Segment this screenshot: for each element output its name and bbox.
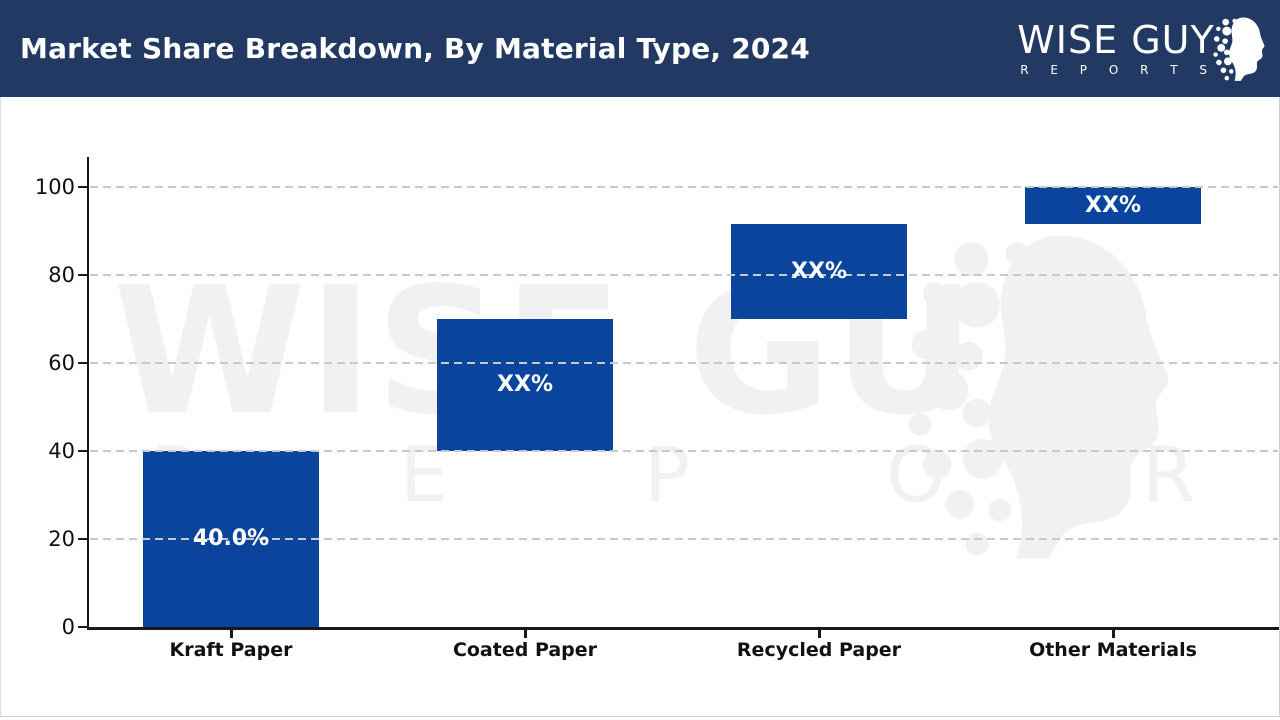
y-tick-100 — [78, 186, 87, 188]
x-tick-label-other-materials: Other Materials — [1029, 639, 1197, 661]
logo-face-icon — [1210, 10, 1266, 88]
bar-value-label-coated-paper: XX% — [497, 372, 553, 397]
y-tick-80 — [78, 274, 87, 276]
wise-guy-reports-logo: WISE GUY R E P O R T S — [1017, 10, 1266, 88]
bar-value-label-other-materials: XX% — [1085, 192, 1141, 218]
y-axis-line — [87, 157, 89, 629]
plot-area: 0 20 40 60 80 100 40.0% Kraft Paper XX% Coated Pa… — [1, 97, 1279, 716]
bar-value-label-kraft-paper: 40.0% — [192, 526, 270, 551]
bar-coated-paper — [437, 319, 613, 451]
y-tick-60 — [78, 362, 87, 364]
x-axis-line — [87, 627, 1279, 630]
watermark-face-icon — [886, 225, 1182, 567]
gridline-60 — [90, 362, 1278, 364]
bar-recycled-paper — [731, 224, 907, 319]
y-tick-40 — [78, 450, 87, 452]
x-tick-label-recycled-paper: Recycled Paper — [736, 639, 902, 661]
header-bar: Market Share Breakdown, By Material Type… — [0, 0, 1280, 97]
x-tick-other-materials — [1112, 630, 1115, 638]
y-tick-20 — [78, 538, 87, 540]
gridline-40 — [90, 450, 1278, 452]
y-tick-0 — [78, 626, 87, 628]
x-tick-label-kraft-paper: Kraft Paper — [169, 639, 293, 661]
x-tick-kraft-paper — [230, 630, 233, 638]
bar-other-materials — [1025, 187, 1201, 225]
y-tick-label-0: 0 — [61, 615, 75, 639]
y-tick-label-40: 40 — [48, 439, 75, 463]
chart-canvas: WISE GU R E P O R T S 02040608010040.0%K… — [0, 97, 1280, 717]
x-tick-coated-paper — [524, 630, 527, 638]
gridline-80 — [90, 274, 1278, 276]
gridline-100 — [90, 186, 1278, 188]
y-tick-label-80: 80 — [48, 263, 75, 287]
y-tick-label-20: 20 — [48, 527, 75, 551]
y-tick-label-100: 100 — [34, 175, 75, 199]
y-tick-label-60: 60 — [48, 351, 75, 375]
x-tick-recycled-paper — [818, 630, 821, 638]
logo-wordmark-line2: R E P O R T S — [1020, 62, 1216, 77]
logo-wordmark-line1: WISE GUY — [1017, 17, 1215, 62]
x-tick-label-coated-paper: Coated Paper — [452, 639, 598, 661]
page-title: Market Share Breakdown, By Material Type… — [20, 32, 810, 65]
gridline-20 — [90, 538, 1278, 540]
logo-wordmark: WISE GUY R E P O R T S — [1017, 21, 1216, 77]
bar-value-label-recycled-paper: XX% — [791, 258, 847, 284]
